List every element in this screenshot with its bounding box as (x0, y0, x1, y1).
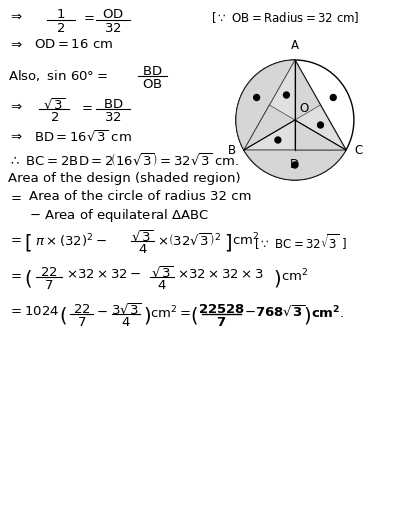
Text: $\mathrm{cm}^2$: $\mathrm{cm}^2$ (281, 268, 308, 285)
Polygon shape (244, 105, 295, 150)
Text: $\left.\right)$: $\left.\right)$ (273, 268, 281, 289)
Text: $\mathrm{OB}$: $\mathrm{OB}$ (142, 78, 163, 91)
Text: $\left.\right]$: $\left.\right]$ (224, 232, 232, 253)
Polygon shape (295, 60, 320, 120)
Text: $\left(\right.$: $\left(\right.$ (190, 305, 198, 326)
Text: $\mathrm{OD} = 16 \ \mathrm{cm}$: $\mathrm{OD} = 16 \ \mathrm{cm}$ (34, 38, 113, 51)
Text: C: C (354, 143, 362, 157)
Circle shape (318, 122, 324, 128)
Text: $\mathrm{BD}$: $\mathrm{BD}$ (142, 65, 163, 78)
Text: $\times 32 \times 32 -$: $\times 32 \times 32 -$ (66, 268, 141, 281)
Text: $-\mathbf{768}\sqrt{\mathbf{3}}$: $-\mathbf{768}\sqrt{\mathbf{3}}$ (244, 305, 306, 320)
Text: $\Rightarrow$: $\Rightarrow$ (8, 38, 23, 51)
Text: $\left(\right.$: $\left(\right.$ (23, 268, 31, 289)
Text: $= 1024$: $= 1024$ (8, 305, 59, 318)
Text: D: D (291, 158, 299, 171)
Text: A: A (291, 39, 299, 52)
Text: B: B (228, 143, 236, 157)
Text: O: O (300, 102, 309, 115)
Text: $3\sqrt{3}$: $3\sqrt{3}$ (111, 303, 141, 318)
Text: $\left[\right.$: $\left[\right.$ (23, 232, 31, 253)
Text: $\pi \times (32)^2 -$: $\pi \times (32)^2 -$ (35, 232, 107, 250)
Text: $\Rightarrow$: $\Rightarrow$ (8, 130, 23, 143)
Circle shape (283, 92, 289, 98)
Text: $-$ Area of equilateral $\Delta$ABC: $-$ Area of equilateral $\Delta$ABC (29, 207, 210, 224)
Text: $=$: $=$ (8, 190, 22, 203)
Polygon shape (236, 60, 295, 150)
Text: $\mathbf{22528}$: $\mathbf{22528}$ (197, 303, 245, 316)
Text: $32$: $32$ (104, 111, 122, 124)
Text: $\left.\right)$: $\left.\right)$ (303, 305, 311, 326)
Circle shape (330, 94, 336, 101)
Text: Area of the design (shaded region): Area of the design (shaded region) (8, 172, 240, 185)
Text: $4$: $4$ (138, 243, 147, 256)
Text: $\times \left(32\sqrt{3}\right)^2$: $\times \left(32\sqrt{3}\right)^2$ (157, 232, 222, 248)
Text: $7$: $7$ (45, 279, 54, 292)
Circle shape (275, 137, 281, 143)
Text: $4$: $4$ (121, 316, 131, 329)
Text: $=$: $=$ (8, 268, 22, 281)
Text: $\mathbf{7}$: $\mathbf{7}$ (216, 316, 226, 329)
Text: $\mathrm{BD} = 16\sqrt{3} \ \mathrm{cm}$: $\mathrm{BD} = 16\sqrt{3} \ \mathrm{cm}$ (34, 130, 133, 145)
Text: Area of the circle of radius 32 cm: Area of the circle of radius 32 cm (29, 190, 252, 203)
Text: $7$: $7$ (77, 316, 86, 329)
Text: $4$: $4$ (157, 279, 167, 292)
Text: $\sqrt{3}$: $\sqrt{3}$ (43, 98, 65, 113)
Text: $=$: $=$ (8, 232, 22, 245)
Text: $22$: $22$ (40, 266, 58, 279)
Text: $\therefore \ \mathrm{BC} = 2\mathrm{BD} = 2\!\left(16\sqrt{3}\right) = 32\sqrt{: $\therefore \ \mathrm{BC} = 2\mathrm{BD}… (8, 152, 240, 168)
Text: $=$: $=$ (79, 100, 93, 113)
Text: $\left(\right.$: $\left(\right.$ (59, 305, 67, 326)
Text: $[\because \ \mathrm{OB} = \mathrm{Radius} = 32 \ \mathrm{cm}]$: $[\because \ \mathrm{OB} = \mathrm{Radiu… (211, 10, 360, 25)
Text: $22$: $22$ (73, 303, 90, 316)
Polygon shape (236, 60, 346, 180)
Text: $32$: $32$ (104, 22, 122, 35)
Text: $\mathbf{cm}^\mathbf{2}.$: $\mathbf{cm}^\mathbf{2}.$ (311, 305, 344, 321)
Text: $-$: $-$ (96, 305, 108, 318)
Polygon shape (295, 120, 346, 150)
Text: $\mathrm{cm}^2 =$: $\mathrm{cm}^2 =$ (150, 305, 191, 321)
Text: $[\because \ \mathrm{BC} = 32\sqrt{3}\ ]$: $[\because \ \mathrm{BC} = 32\sqrt{3}\ ]… (254, 232, 346, 252)
Text: $\mathrm{cm}^2$: $\mathrm{cm}^2$ (232, 232, 259, 249)
Text: $2$: $2$ (57, 22, 66, 35)
Text: $\mathrm{OD}$: $\mathrm{OD}$ (102, 8, 124, 21)
Text: $\Rightarrow$: $\Rightarrow$ (8, 100, 23, 113)
Text: $\Rightarrow$: $\Rightarrow$ (8, 10, 23, 23)
Text: $2$: $2$ (49, 111, 59, 124)
Text: $\sqrt{3}$: $\sqrt{3}$ (151, 266, 173, 281)
Circle shape (292, 162, 298, 168)
Text: $\sqrt{3}$: $\sqrt{3}$ (131, 230, 154, 245)
Circle shape (254, 94, 259, 101)
Text: $\times 32 \times 32 \times 3$: $\times 32 \times 32 \times 3$ (177, 268, 264, 281)
Text: $=$: $=$ (81, 10, 95, 23)
Text: $\mathrm{BD}$: $\mathrm{BD}$ (103, 98, 123, 111)
Text: $1$: $1$ (57, 8, 66, 21)
Text: $\mathrm{Also, \ sin} \ 60° =$: $\mathrm{Also, \ sin} \ 60° =$ (8, 68, 108, 83)
Polygon shape (244, 150, 346, 180)
Text: $\left.\right)$: $\left.\right)$ (142, 305, 150, 326)
